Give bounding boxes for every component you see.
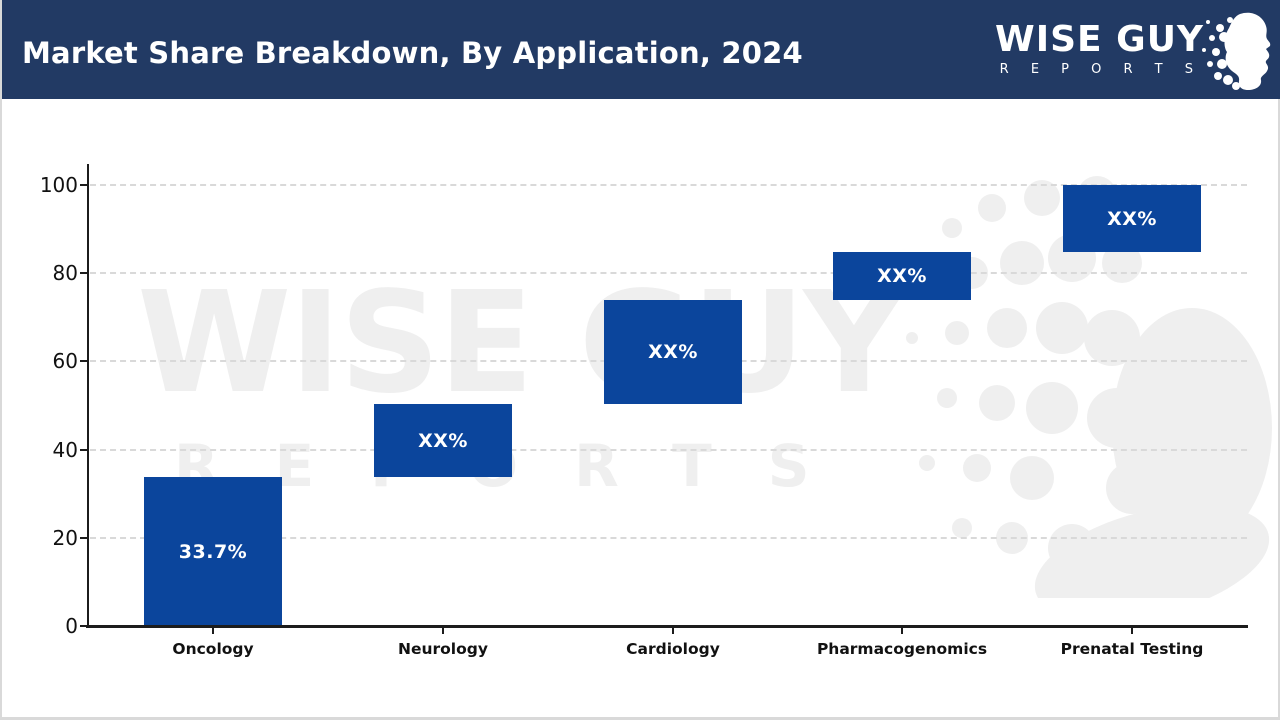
y-tick-label-60: 60 <box>52 349 78 374</box>
gridline-y80 <box>90 272 1247 275</box>
brand-name: WISE GUY <box>994 19 1204 60</box>
y-tick-80 <box>80 272 87 275</box>
brand-logo-text: WISE GUY R E P O R T S <box>994 19 1204 78</box>
x-label-pharmacogenomics: Pharmacogenomics <box>816 640 988 658</box>
gridline-y100 <box>90 184 1247 186</box>
brand-logo: WISE GUY R E P O R T S <box>995 6 1272 94</box>
y-tick-20 <box>80 536 87 539</box>
gridline-y40 <box>90 448 1247 451</box>
x-label-cardiology: Cardiology <box>626 640 720 658</box>
y-tick-label-100: 100 <box>39 173 78 197</box>
bar-neurology: XX% <box>374 403 512 478</box>
gridline-y20 <box>90 536 1247 539</box>
header-bar: Market Share Breakdown, By Application, … <box>2 0 1280 99</box>
x-label-oncology: Oncology <box>172 640 254 658</box>
x-label-prenatal-testing: Prenatal Testing <box>1060 640 1204 658</box>
bar-value-label-neurology: XX% <box>418 429 468 452</box>
brand-subtitle: R E P O R T S <box>999 62 1202 77</box>
y-tick-label-80: 80 <box>52 261 78 286</box>
x-tick-prenatal-testing <box>1131 628 1133 634</box>
bar-value-label-oncology: 33.7% <box>178 540 248 563</box>
bar-pharmacogenomics: XX% <box>833 252 971 301</box>
bar-value-label-prenatal-testing: XX% <box>1107 207 1157 230</box>
y-tick-label-0: 0 <box>65 614 78 638</box>
bar-value-label-pharmacogenomics: XX% <box>877 265 927 288</box>
bar-oncology: 33.7% <box>144 477 282 626</box>
waterfall-chart: 0 20 40 60 80 100 33.7% Oncology XX% Neurology XX%… <box>2 99 1280 717</box>
brand-face-icon <box>1202 12 1271 90</box>
y-tick-60 <box>80 360 87 363</box>
bar-value-label-cardiology: XX% <box>648 340 698 363</box>
x-label-neurology: Neurology <box>398 640 488 658</box>
y-tick-0 <box>80 625 87 627</box>
x-tick-pharmacogenomics <box>901 628 903 634</box>
y-axis-spine <box>87 164 89 627</box>
x-tick-cardiology <box>672 628 674 634</box>
page-title: Market Share Breakdown, By Application, … <box>22 36 803 70</box>
y-tick-label-20: 20 <box>52 525 78 550</box>
x-tick-oncology <box>212 628 214 634</box>
y-tick-100 <box>80 184 87 186</box>
x-tick-neurology <box>442 628 444 634</box>
watermark-text-wiseguy: WISE GUY <box>137 262 905 425</box>
bar-prenatal-testing: XX% <box>1063 185 1201 253</box>
x-axis-spine <box>86 625 1248 628</box>
y-tick-40 <box>80 448 87 451</box>
y-tick-label-40: 40 <box>52 437 78 462</box>
bar-cardiology: XX% <box>604 300 742 404</box>
